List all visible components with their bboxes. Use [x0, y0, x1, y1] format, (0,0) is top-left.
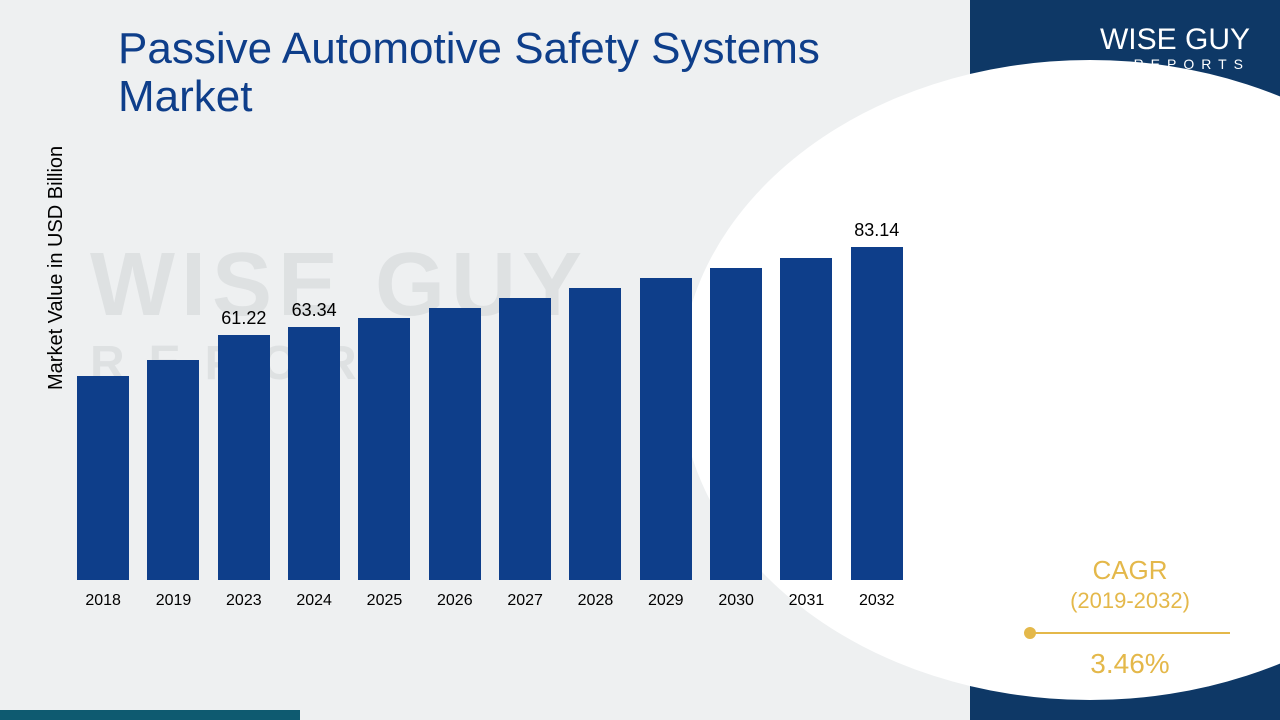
- cagr-value: 3.46%: [980, 648, 1280, 680]
- bar-wrap-2027: [497, 298, 553, 580]
- page-title: Passive Automotive Safety Systems Market: [118, 25, 878, 122]
- x-tick: 2019: [145, 592, 201, 610]
- bar-2026: [429, 308, 481, 580]
- bar-wrap-2025: [356, 318, 412, 580]
- x-tick: 2027: [497, 592, 553, 610]
- brand-logo: WISE GUY REPORTS: [1100, 25, 1250, 71]
- logo-line2: REPORTS: [1100, 57, 1250, 71]
- bar-2019: [147, 360, 199, 580]
- bar-wrap-2019: [145, 360, 201, 580]
- cagr-period: (2019-2032): [980, 588, 1280, 614]
- x-tick: 2024: [286, 592, 342, 610]
- bar-wrap-2029: [638, 278, 694, 580]
- bar-2032: [851, 247, 903, 580]
- bars-container: 61.22 63.34 83.14: [75, 180, 905, 580]
- x-tick: 2018: [75, 592, 131, 610]
- bar-wrap-2018: [75, 376, 131, 580]
- bar-2024: [288, 327, 340, 580]
- y-axis-label: Market Value in USD Billion: [45, 146, 68, 390]
- bar-2029: [640, 278, 692, 580]
- bar-wrap-2032: 83.14: [849, 220, 905, 580]
- x-tick: 2026: [427, 592, 483, 610]
- x-tick: 2028: [567, 592, 623, 610]
- bar-2023: [218, 335, 270, 580]
- x-tick: 2032: [849, 592, 905, 610]
- bar-2018: [77, 376, 129, 580]
- bar-value-label: 61.22: [221, 308, 266, 329]
- cagr-box: CAGR (2019-2032) 3.46%: [980, 555, 1280, 680]
- x-tick: 2031: [778, 592, 834, 610]
- bottom-accent-bar: [0, 710, 300, 720]
- x-tick: 2029: [638, 592, 694, 610]
- cagr-divider: [1030, 632, 1230, 634]
- x-tick: 2030: [708, 592, 764, 610]
- bar-2031: [780, 258, 832, 580]
- bar-value-label: 63.34: [292, 300, 337, 321]
- logo-line1: WISE GUY: [1100, 23, 1250, 56]
- bar-2025: [358, 318, 410, 580]
- bar-2028: [569, 288, 621, 580]
- x-axis: 2018 2019 2023 2024 2025 2026 2027 2028 2029 2030…: [75, 592, 905, 610]
- x-tick: 2023: [216, 592, 272, 610]
- bar-2027: [499, 298, 551, 580]
- bar-value-label: 83.14: [854, 220, 899, 241]
- bar-wrap-2031: [778, 258, 834, 580]
- bar-2030: [710, 268, 762, 580]
- bar-chart: 61.22 63.34 83.14 2018 2019 2023 2024 2025 2026…: [75, 180, 905, 610]
- bar-wrap-2030: [708, 268, 764, 580]
- bar-wrap-2023: 61.22: [216, 308, 272, 580]
- x-tick: 2025: [356, 592, 412, 610]
- bar-wrap-2024: 63.34: [286, 300, 342, 580]
- bar-wrap-2028: [567, 288, 623, 580]
- bar-wrap-2026: [427, 308, 483, 580]
- cagr-title: CAGR: [980, 555, 1280, 586]
